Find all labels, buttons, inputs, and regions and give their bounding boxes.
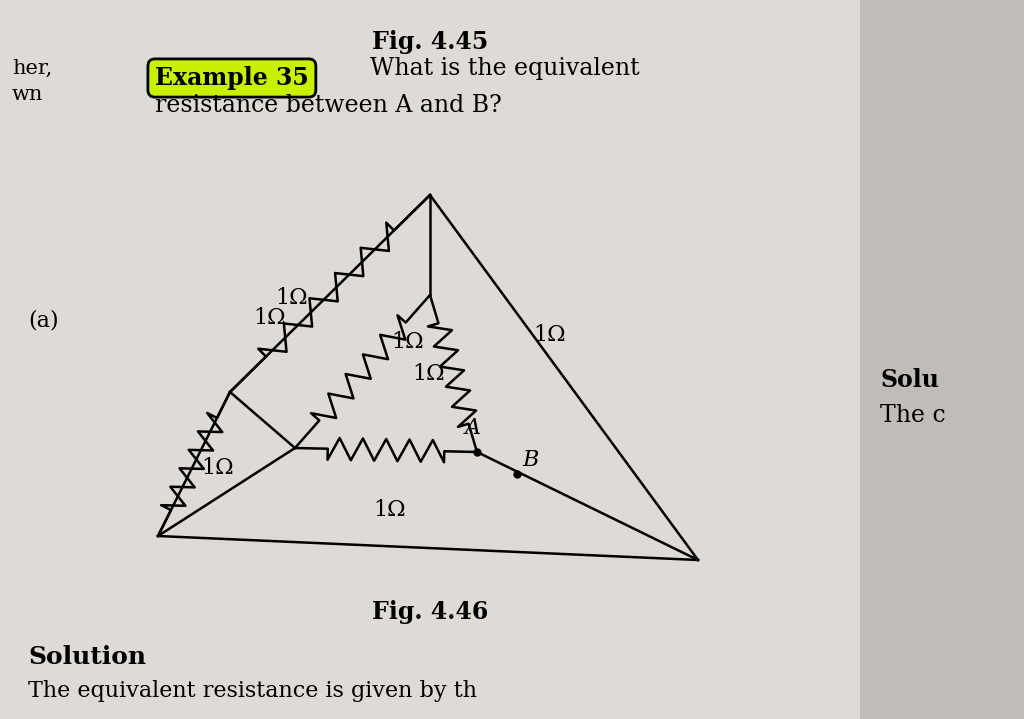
Text: resistance between A and B?: resistance between A and B? — [155, 93, 502, 116]
Text: B: B — [523, 449, 540, 471]
Text: Solu: Solu — [880, 368, 939, 392]
Text: 1Ω: 1Ω — [534, 324, 566, 346]
Text: (a): (a) — [28, 309, 58, 331]
Text: wn: wn — [12, 86, 43, 104]
Text: The c: The c — [880, 403, 945, 426]
Text: The equivalent resistance is given by th: The equivalent resistance is given by th — [28, 680, 477, 702]
Text: 1Ω: 1Ω — [374, 499, 407, 521]
Bar — [0, 0, 860, 719]
Text: her,: her, — [12, 58, 52, 78]
Text: 1Ω: 1Ω — [202, 457, 234, 479]
Text: 1Ω: 1Ω — [254, 307, 287, 329]
Text: Fig. 4.46: Fig. 4.46 — [372, 600, 488, 624]
Text: 1Ω: 1Ω — [413, 362, 444, 385]
Text: Example 35: Example 35 — [155, 66, 309, 90]
Text: Fig. 4.45: Fig. 4.45 — [372, 30, 488, 54]
Text: 1Ω: 1Ω — [275, 288, 308, 309]
Text: 1Ω: 1Ω — [392, 331, 424, 353]
Bar — [860, 0, 1024, 719]
Text: What is the equivalent: What is the equivalent — [370, 57, 640, 80]
Text: A: A — [465, 417, 481, 439]
Text: Solution: Solution — [28, 645, 146, 669]
